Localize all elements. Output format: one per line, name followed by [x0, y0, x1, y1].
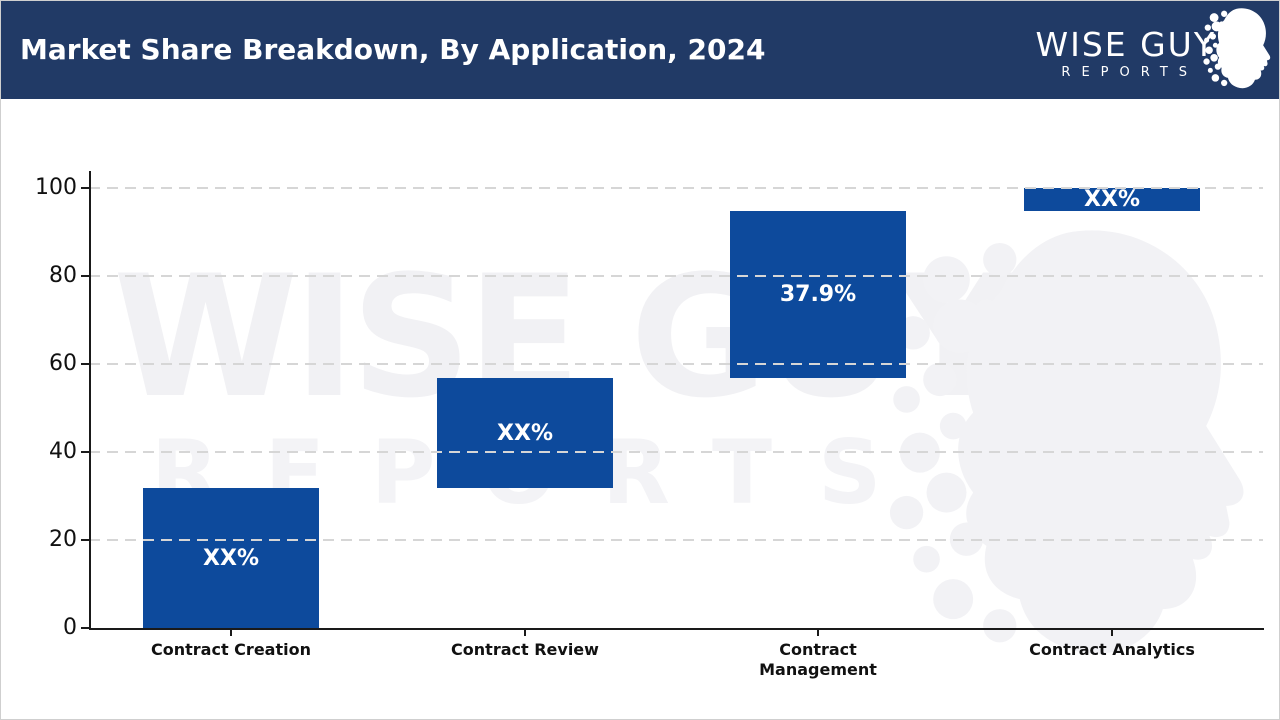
y-tick-mark-40 [81, 451, 89, 453]
bar-value-label: XX% [1084, 187, 1140, 213]
x-tick-label-contract-management: Contract Management [759, 640, 877, 679]
bar-value-label: XX% [497, 420, 553, 446]
y-tick-label-40: 40 [49, 439, 77, 464]
gridline-60 [89, 363, 1263, 365]
x-tick-mark-contract-analytics [1111, 629, 1113, 636]
x-tick-label-contract-creation: Contract Creation [151, 640, 311, 659]
header: Market Share Breakdown, By Application, … [1, 1, 1279, 99]
y-tick-label-100: 100 [35, 175, 77, 200]
logo-text: WISE GUY REPORTS [1035, 25, 1216, 80]
bar-value-label: XX% [203, 545, 259, 571]
y-tick-label-20: 20 [49, 527, 77, 552]
bar-contract-management: 37.9% [730, 211, 906, 379]
y-tick-mark-20 [81, 539, 89, 541]
y-tick-mark-100 [81, 187, 89, 189]
bar-contract-creation: XX% [143, 488, 319, 628]
logo-brand-subtitle: REPORTS [1061, 64, 1199, 80]
y-tick-mark-60 [81, 363, 89, 365]
y-tick-label-0: 0 [63, 615, 77, 640]
bar-contract-review: XX% [437, 378, 613, 489]
x-tick-mark-contract-review [524, 629, 526, 636]
bar-contract-analytics: XX% [1024, 187, 1200, 213]
y-tick-label-60: 60 [49, 351, 77, 376]
gridline-80 [89, 275, 1263, 277]
dotted-head-profile-icon [1203, 8, 1271, 89]
gridline-40 [89, 451, 1263, 453]
x-tick-mark-contract-creation [230, 629, 232, 636]
y-axis-spine [89, 171, 91, 630]
y-tick-mark-0 [81, 627, 89, 629]
logo-brand-name: WISE GUY [1035, 24, 1216, 64]
bar-value-label: 37.9% [779, 282, 857, 308]
x-axis-spine [89, 628, 1264, 630]
x-tick-label-contract-analytics: Contract Analytics [1029, 640, 1195, 659]
x-tick-label-contract-review: Contract Review [451, 640, 599, 659]
page-title: Market Share Breakdown, By Application, … [20, 33, 766, 66]
y-tick-mark-80 [81, 275, 89, 277]
x-tick-mark-contract-management [817, 629, 819, 636]
gridline-100 [89, 187, 1263, 189]
watermark-head-profile [889, 230, 1244, 654]
gridline-20 [89, 539, 1263, 541]
y-tick-label-80: 80 [49, 263, 77, 288]
wise-guy-reports-logo: WISE GUY REPORTS [1035, 5, 1276, 93]
